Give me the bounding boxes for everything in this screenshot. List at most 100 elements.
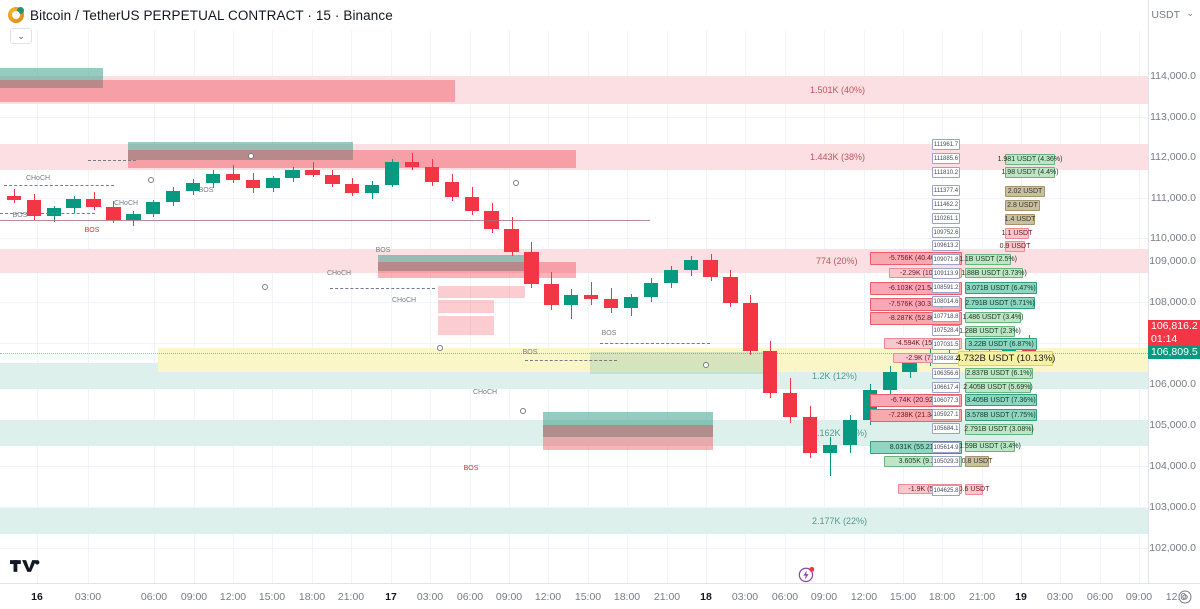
time-tick: 09:00 (1125, 591, 1153, 603)
time-tick: 06:00 (456, 591, 484, 603)
candle-body (524, 252, 539, 284)
bar-countdown: 01:14 (1151, 333, 1178, 345)
candle-body (484, 211, 499, 229)
candle-body (902, 359, 917, 372)
candle-body (783, 393, 798, 418)
delta-small1: -2.29K (10.44%) (889, 268, 962, 278)
time-tick: 03:00 (416, 591, 444, 603)
structure-marker-4 (703, 362, 709, 368)
structure-marker-3 (520, 408, 526, 414)
bos-7: BOS (463, 465, 479, 472)
value-usdt-20: 1.59B USDT (3.4%) (959, 441, 1021, 452)
structure-dashed-line-1 (0, 213, 95, 214)
value-usdt-12: 1.486 USDT (3.4%) (962, 312, 1024, 323)
gridline-horizontal (0, 238, 1148, 239)
bid-price-tag[interactable]: 106,809.5 (1148, 346, 1200, 359)
structure-marker-1 (262, 284, 268, 290)
candle-body (285, 170, 300, 179)
bos-1: BOS (12, 212, 28, 219)
structure-marker-2 (437, 345, 443, 351)
price-box-5: 111462.2 (932, 199, 960, 210)
ob-bot-teal (543, 412, 713, 437)
value-usdt-17: 3.405B USDT (7.36%) (965, 394, 1037, 406)
price-box-6: 110261.1 (932, 213, 960, 224)
gridline-vertical (430, 30, 431, 583)
time-tick: 18:00 (928, 591, 956, 603)
price-box-9: 109071.8 (932, 254, 960, 265)
tradingview-logo[interactable] (10, 556, 40, 576)
candle-body (225, 173, 241, 180)
axis-currency-label: USDT (1151, 9, 1180, 21)
price-axis[interactable]: USDT ⌄ 114,000.0 113,000.0 112,000.0 111,00… (1148, 0, 1200, 583)
flash-alert-icon[interactable] (798, 566, 815, 583)
price-box-12: 108014.6 (932, 296, 960, 307)
gridline-horizontal (0, 198, 1148, 199)
band-1443k-label: 1.443K (38%) (810, 152, 866, 162)
time-tick: 19 (1015, 591, 1027, 603)
candle-body (882, 371, 897, 390)
delta-3605k: 3.605K (9.24%) (884, 456, 962, 467)
price-tick-102000: 102,000.0 (1149, 542, 1196, 554)
value-usdt-15: 2.837B USDT (6.1%) (965, 368, 1033, 379)
choch-3: CHoCH (326, 270, 352, 277)
time-tick: 06:00 (771, 591, 799, 603)
gridline-vertical (548, 30, 549, 583)
band-2177k-label: 2.177K (22%) (812, 516, 868, 526)
bos-horizontal-line (0, 220, 650, 221)
candle-body (305, 170, 320, 176)
value-usdt-8: 1.1B USDT (2.5%) (959, 254, 1017, 265)
candle-body (325, 175, 340, 184)
bos-6: BOS (601, 330, 617, 337)
settings-gear-icon[interactable] (1178, 590, 1192, 604)
candle-body (743, 303, 758, 351)
value-usdt-2: 1.98 USDT (4.4%) (1001, 167, 1059, 178)
candle-wick (312, 161, 314, 178)
time-axis[interactable]: 16 03:00 06:00 09:00 12:00 15:00 18:00 21:00 17 0… (0, 583, 1200, 609)
candle-body (384, 161, 400, 185)
page-title: Bitcoin / TetherUS PERPETUAL CONTRACT · … (30, 7, 393, 23)
price-box-8: 109613.2 (932, 240, 960, 251)
price-box-20: 105927.1 (932, 409, 960, 420)
structure-dashed-line-5 (600, 343, 710, 344)
chevron-down-icon[interactable]: ⌄ (1186, 8, 1194, 18)
gridline-vertical (509, 30, 510, 583)
choch-2: CHoCH (113, 200, 139, 207)
value-usdt-10: 3.071B USDT (6.47%) (965, 282, 1037, 294)
candle-body (6, 195, 22, 201)
price-box-22: 105614.9 (932, 442, 960, 453)
price-box-2: 111885.6 (932, 153, 960, 164)
candle-body (683, 260, 698, 271)
chart-dropdown-button[interactable]: ⌄ (10, 28, 32, 44)
candle-body (842, 419, 858, 445)
value-usdt-9: 1.88B USDT (3.73%) (961, 268, 1027, 278)
structure-dashed-line-3 (330, 288, 435, 289)
time-tick: 09:00 (810, 591, 838, 603)
gridline-vertical (1139, 30, 1140, 583)
bos-4: BOS (375, 247, 391, 254)
ob-green-zone (590, 352, 770, 374)
candle-body (146, 202, 161, 214)
gridline-horizontal (0, 466, 1148, 467)
candle-body (46, 208, 61, 217)
time-tick: 16 (31, 591, 43, 603)
gridline-vertical (470, 30, 471, 583)
candle-body (603, 299, 619, 309)
candle-body (345, 183, 360, 194)
price-box-17: 106356.6 (932, 368, 960, 379)
band-774-label: 774 (20%) (816, 256, 858, 266)
band-1501k (0, 76, 1148, 104)
bos-5: BOS (522, 349, 538, 356)
choch-5: CHoCH (472, 389, 498, 396)
time-tick: 15:00 (258, 591, 286, 603)
time-tick: 12:00 (850, 591, 878, 603)
price-box-13: 107718.8 (932, 311, 960, 322)
price-box-11: 108591.2 (932, 282, 960, 293)
gridline-vertical (351, 30, 352, 583)
chart-canvas[interactable]: 1.501K (40%) 1.443K (38%) 774 (20%) 1.2K (1… (0, 30, 1148, 583)
last-price-value: 106,816.2 (1151, 320, 1198, 332)
structure-dashed-line-0 (4, 185, 114, 186)
last-price-tag[interactable]: 106,816.2 01:14 (1148, 320, 1200, 346)
price-box-21: 105684.1 (932, 423, 960, 434)
candle-body (544, 283, 559, 305)
choch-4: CHoCH (391, 297, 417, 304)
